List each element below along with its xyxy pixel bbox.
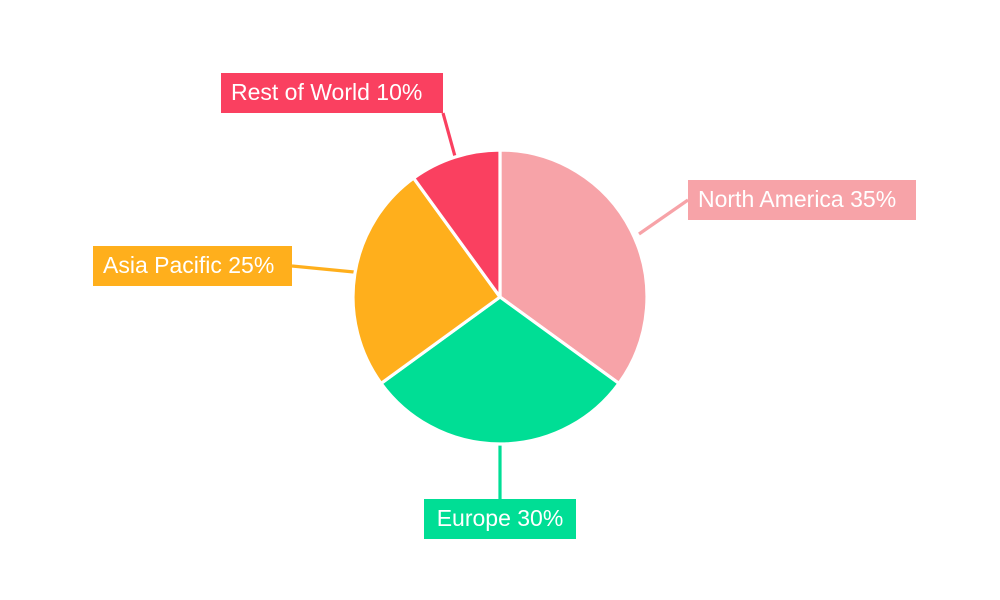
pie-slice-label[interactable]: North America 35%: [688, 180, 916, 220]
label-text: Europe 30%: [437, 505, 564, 531]
label-background: [688, 180, 916, 220]
label-background: [93, 246, 292, 286]
pie-slice[interactable]: [412, 148, 502, 299]
leader-line: [441, 112, 458, 161]
pie-slice-group: [351, 148, 649, 446]
pie-slice[interactable]: [351, 176, 502, 385]
label-text: North America 35%: [698, 186, 896, 212]
label-text: Asia Pacific 25%: [103, 252, 274, 278]
leader-line: [638, 198, 689, 236]
label-background: [424, 499, 576, 539]
leader-line-group: [291, 112, 689, 499]
pie-slice-label[interactable]: Rest of World 10%: [221, 73, 443, 113]
leader-line: [291, 264, 355, 274]
label-text: Rest of World 10%: [231, 79, 422, 105]
pie-slice[interactable]: [379, 295, 621, 446]
label-background: [221, 73, 443, 113]
pie-slice-label[interactable]: Europe 30%: [424, 499, 576, 539]
pie-slice[interactable]: [498, 148, 649, 385]
pie-label-group: North America 35% Europe 30% Asia Pacific …: [93, 73, 916, 539]
pie-slice-label[interactable]: Asia Pacific 25%: [93, 246, 292, 286]
